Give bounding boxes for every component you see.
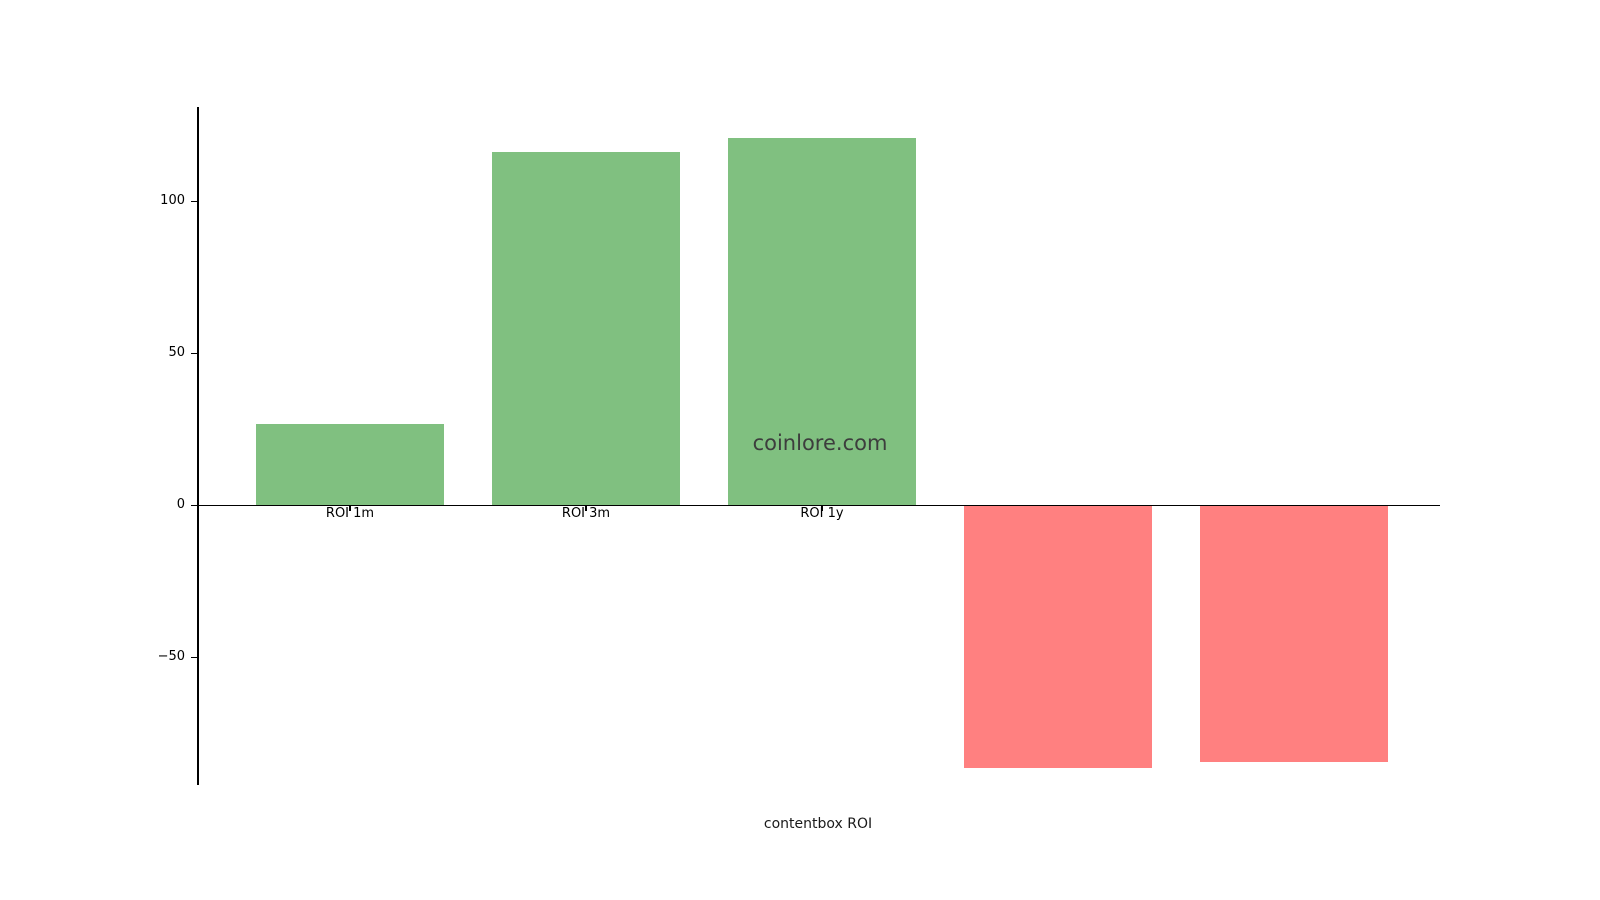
x-axis-zero-line [197,504,1440,507]
bar-roi-1m [256,424,444,506]
y-tick-mark [191,352,197,355]
bar-roi-3m [492,152,680,506]
bar-roi-1y [728,138,916,506]
y-tick-label: 100 [160,193,185,209]
x-tick-mark [585,505,587,512]
bar-negative-5 [1200,505,1388,763]
y-tick-mark [191,504,197,507]
x-tick-label: ROI 3m [561,505,611,521]
y-tick-label: 0 [176,497,185,513]
x-tick-mark [349,505,351,512]
x-tick-label: ROI 1y [800,505,844,521]
y-tick-mark [191,200,197,202]
watermark-text: coinlore.com [752,431,888,455]
y-tick-mark [191,656,197,659]
y-tick-label: 50 [168,345,185,361]
x-tick-mark [821,505,823,512]
bar-negative-4 [964,505,1152,769]
y-tick-label: −50 [157,649,185,665]
y-axis-line [197,107,199,785]
x-tick-label: ROI 1m [325,505,375,521]
chart-title: contentbox ROI [763,816,873,832]
